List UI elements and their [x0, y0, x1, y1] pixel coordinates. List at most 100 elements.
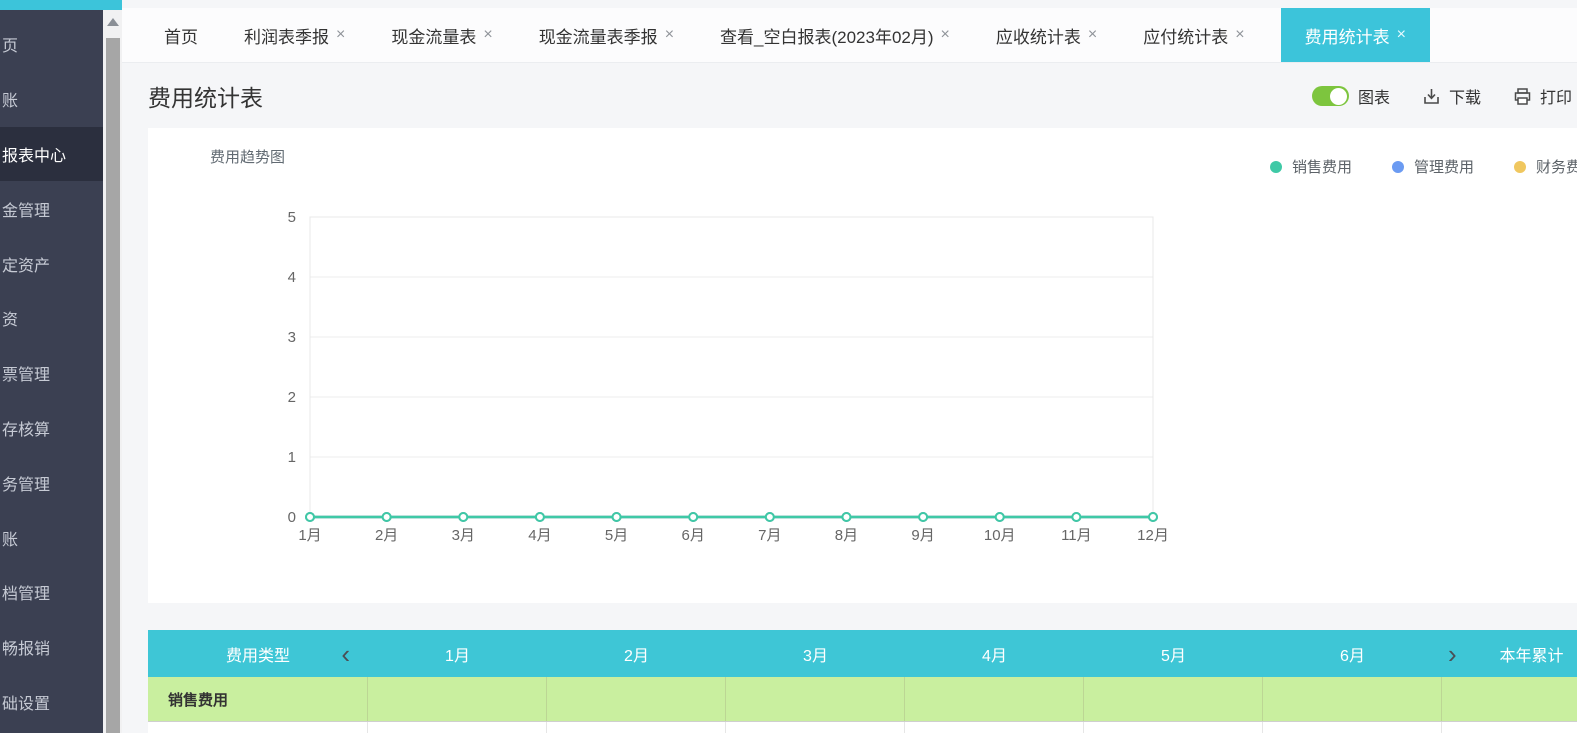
- scrollbar-up-arrow-icon[interactable]: [106, 18, 119, 26]
- column-header-label: 费用类型: [225, 647, 290, 665]
- svg-text:10月: 10月: [984, 527, 1016, 544]
- close-icon[interactable]: ×: [1087, 26, 1098, 43]
- cell-empty: [1442, 722, 1577, 733]
- tab-label: 现金流量表季报: [538, 27, 658, 47]
- chart-toggle-switch[interactable]: [1311, 86, 1349, 106]
- tab-label: 利润表季报: [244, 27, 329, 47]
- chart-card: 费用趋势图 销售费用 管理费用 财务费用 0 1 2 3 4 5 1月 2月 3月 4月 5月 6月 7月 8…: [148, 128, 1577, 603]
- tab-label: 费用统计表: [1304, 27, 1390, 47]
- svg-text:3月: 3月: [452, 527, 475, 544]
- tab-2[interactable]: 现金流量表 ×: [381, 8, 502, 62]
- column-header-0: 费用类型 ‹: [148, 630, 368, 677]
- close-icon[interactable]: ×: [336, 26, 346, 43]
- column-header-label: 6月: [1340, 647, 1365, 665]
- chart-toggle-label: 图表: [1357, 90, 1390, 107]
- tab-7[interactable]: 费用统计表 ×: [1280, 8, 1430, 62]
- cell-empty: [368, 722, 547, 733]
- expense-trend-chart: 0 1 2 3 4 5 1月 2月 3月 4月 5月 6月 7月 8月 9月 10月 11月 12月: [288, 209, 1169, 544]
- legend-item-2[interactable]: 财务费用: [1514, 156, 1577, 177]
- sidebar-nav: 页账报表中心 金管理 定资产资票管理 存核算 务管理账档管理 畅报销 础设置: [0, 10, 103, 733]
- sidebar-item-2[interactable]: 报表中心: [0, 126, 103, 182]
- svg-text:4: 4: [288, 269, 296, 286]
- svg-text:8月: 8月: [835, 527, 858, 544]
- print-label: 打印: [1539, 90, 1572, 107]
- tab-1[interactable]: 利润表季报 ×: [234, 8, 355, 62]
- legend-item-0[interactable]: 销售费用: [1270, 156, 1352, 177]
- svg-text:5: 5: [288, 209, 296, 226]
- sidebar-scrollbar[interactable]: [103, 10, 122, 733]
- column-header-label: 3月: [803, 647, 828, 665]
- tab-0[interactable]: 首页: [154, 8, 208, 62]
- cell-empty: [726, 722, 905, 733]
- column-header-label: 2月: [624, 647, 649, 665]
- tab-5[interactable]: 应收统计表 ×: [986, 8, 1107, 62]
- close-icon[interactable]: ×: [664, 26, 675, 43]
- tab-3[interactable]: 现金流量表季报 ×: [529, 8, 684, 62]
- sidebar-item-4[interactable]: 定资产: [2, 257, 51, 275]
- download-icon: [1423, 88, 1440, 105]
- scroll-next-icon[interactable]: ›: [1448, 638, 1457, 669]
- cell-empty: [148, 722, 368, 733]
- sidebar-item-0[interactable]: 页: [2, 38, 19, 56]
- tab-4[interactable]: 查看_空白报表(2023年02月) ×: [710, 8, 960, 62]
- close-icon[interactable]: ×: [1396, 26, 1406, 43]
- cell-value: [547, 677, 726, 721]
- svg-text:3: 3: [288, 329, 296, 346]
- sidebar-item-12[interactable]: 础设置: [2, 695, 51, 713]
- svg-text:1: 1: [288, 449, 296, 466]
- cell-value: [1442, 677, 1577, 721]
- cell-value: [905, 677, 1084, 721]
- page-title: 费用统计表: [148, 85, 263, 111]
- sidebar-item-11[interactable]: 畅报销: [2, 641, 51, 659]
- sidebar-item-10[interactable]: 档管理: [2, 586, 51, 604]
- svg-text:2月: 2月: [375, 527, 398, 544]
- download-button[interactable]: 下载: [1423, 84, 1481, 108]
- sidebar-item-3[interactable]: 金管理: [2, 202, 51, 220]
- table-row-partial: [148, 721, 1577, 733]
- close-icon[interactable]: ×: [1235, 26, 1245, 43]
- print-button[interactable]: 打印: [1514, 84, 1572, 108]
- column-header-7: 本年累计 ›: [1442, 630, 1577, 677]
- main-area: 首页 利润表季报 × 现金流量表 × 现金流量表季报 × 查看_空白报表(2023年02月) ×…: [122, 0, 1577, 733]
- close-icon[interactable]: ×: [940, 26, 950, 43]
- svg-text:7月: 7月: [758, 527, 781, 544]
- legend-label: 管理费用: [1414, 159, 1475, 176]
- scroll-prev-icon[interactable]: ‹: [341, 638, 350, 669]
- title-bar: 费用统计表 图表 下载: [122, 64, 1577, 128]
- toolbar: 图表 下载: [1311, 84, 1572, 108]
- chart-title: 费用趋势图: [210, 149, 286, 166]
- tab-label: 现金流量表: [391, 27, 477, 47]
- legend-label: 财务费用: [1536, 159, 1577, 176]
- svg-text:4月: 4月: [528, 527, 551, 544]
- cell-empty: [547, 722, 726, 733]
- tab-label: 应收统计表: [995, 27, 1081, 47]
- sidebar-item-6[interactable]: 票管理: [2, 367, 51, 385]
- column-header-label: 1月: [445, 647, 470, 665]
- cell-value: [1263, 677, 1442, 721]
- cell-empty: [905, 722, 1084, 733]
- sidebar-item-5[interactable]: 资: [2, 312, 19, 330]
- download-label: 下载: [1448, 90, 1481, 107]
- svg-text:11月: 11月: [1061, 527, 1092, 544]
- legend-dot-icon: [1392, 160, 1405, 173]
- legend-item-1[interactable]: 管理费用: [1392, 156, 1474, 177]
- svg-text:9月: 9月: [911, 527, 934, 544]
- column-header-label: 5月: [1161, 647, 1186, 665]
- chart-legend: 销售费用 管理费用 财务费用: [1270, 156, 1577, 177]
- cell-empty: [1084, 722, 1263, 733]
- svg-text:2: 2: [288, 389, 296, 406]
- column-header-label: 本年累计: [1499, 647, 1564, 665]
- svg-text:6月: 6月: [682, 527, 705, 544]
- close-icon[interactable]: ×: [483, 26, 493, 43]
- tab-6[interactable]: 应付统计表 ×: [1133, 8, 1254, 62]
- sidebar-item-9[interactable]: 账: [2, 531, 19, 549]
- legend-dot-icon: [1514, 160, 1527, 173]
- sidebar-item-1[interactable]: 账: [2, 93, 19, 111]
- expense-table: 费用类型 ‹ 1月 2月 3月 4月 5月 6月 本年累计 › 销售费用: [148, 630, 1577, 733]
- column-header-2: 2月: [547, 630, 726, 677]
- sidebar-item-7[interactable]: 存核算: [2, 421, 51, 439]
- scrollbar-thumb[interactable]: [105, 38, 120, 733]
- column-header-4: 4月: [905, 630, 1084, 677]
- cell-value: [726, 677, 905, 721]
- sidebar-item-8[interactable]: 务管理: [2, 476, 51, 494]
